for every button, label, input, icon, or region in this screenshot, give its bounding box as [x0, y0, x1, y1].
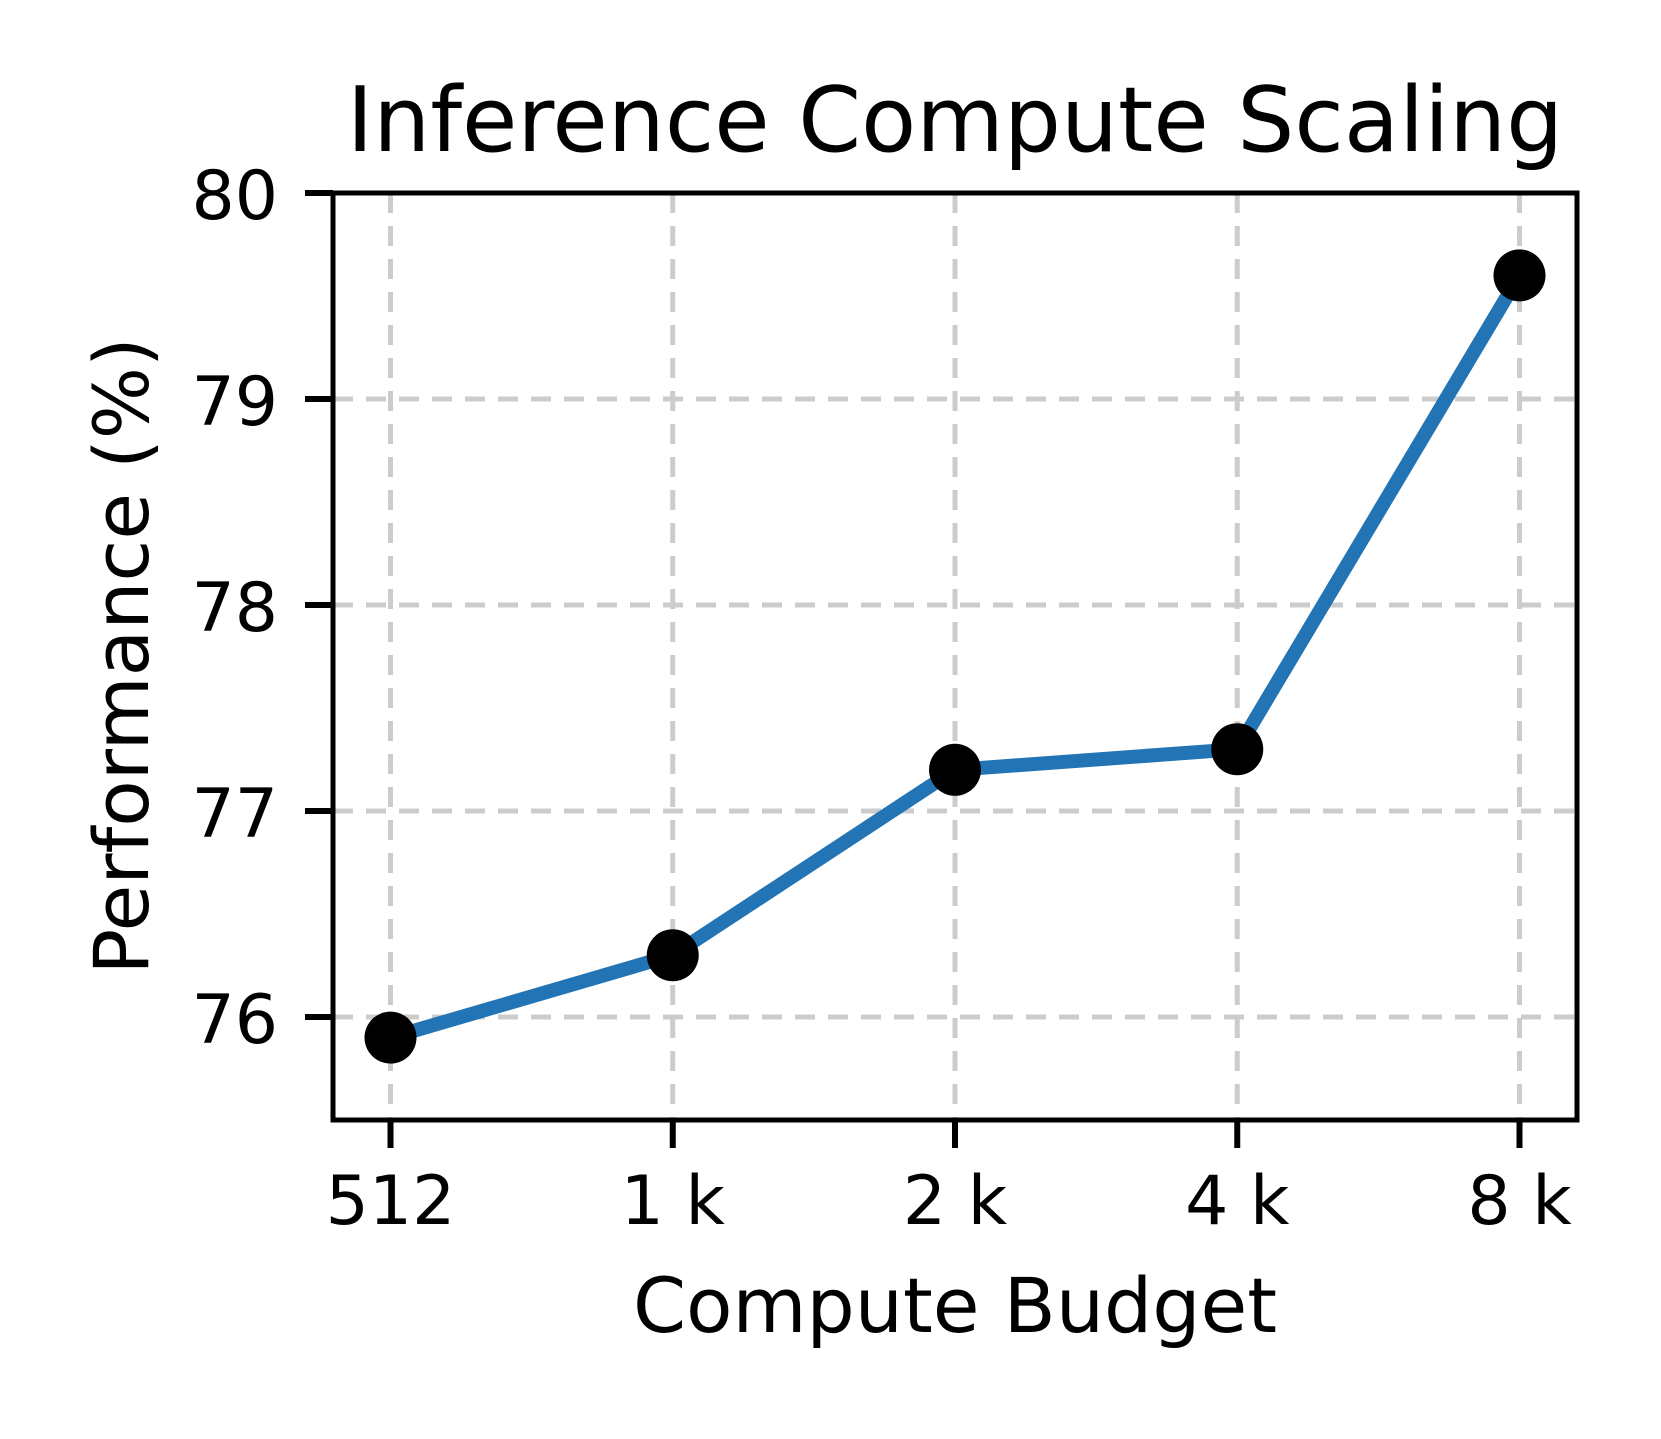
data-point	[929, 743, 981, 796]
chart-title: Inference Compute Scaling	[346, 68, 1564, 173]
data-point	[646, 929, 699, 982]
x-tick-label: 4 k	[1185, 1162, 1290, 1241]
y-axis-label: Performance (%)	[77, 337, 166, 975]
data-point	[1493, 249, 1546, 302]
x-tick-label: 2 k	[903, 1162, 1008, 1241]
axes-spines	[330, 190, 1580, 1123]
x-tick-label: 1 k	[621, 1162, 726, 1241]
y-tick-label: 77	[191, 775, 278, 854]
data-point	[364, 1011, 417, 1064]
x-tick-label: 8 k	[1467, 1162, 1572, 1241]
y-tick-label: 79	[191, 363, 278, 442]
data-point	[1211, 723, 1264, 776]
x-tick-label: 512	[326, 1162, 456, 1241]
y-tick-label: 76	[191, 981, 278, 1060]
y-tick-label: 78	[191, 569, 278, 648]
x-axis-label: Compute Budget	[632, 1261, 1278, 1350]
y-tick-label: 80	[191, 157, 278, 236]
